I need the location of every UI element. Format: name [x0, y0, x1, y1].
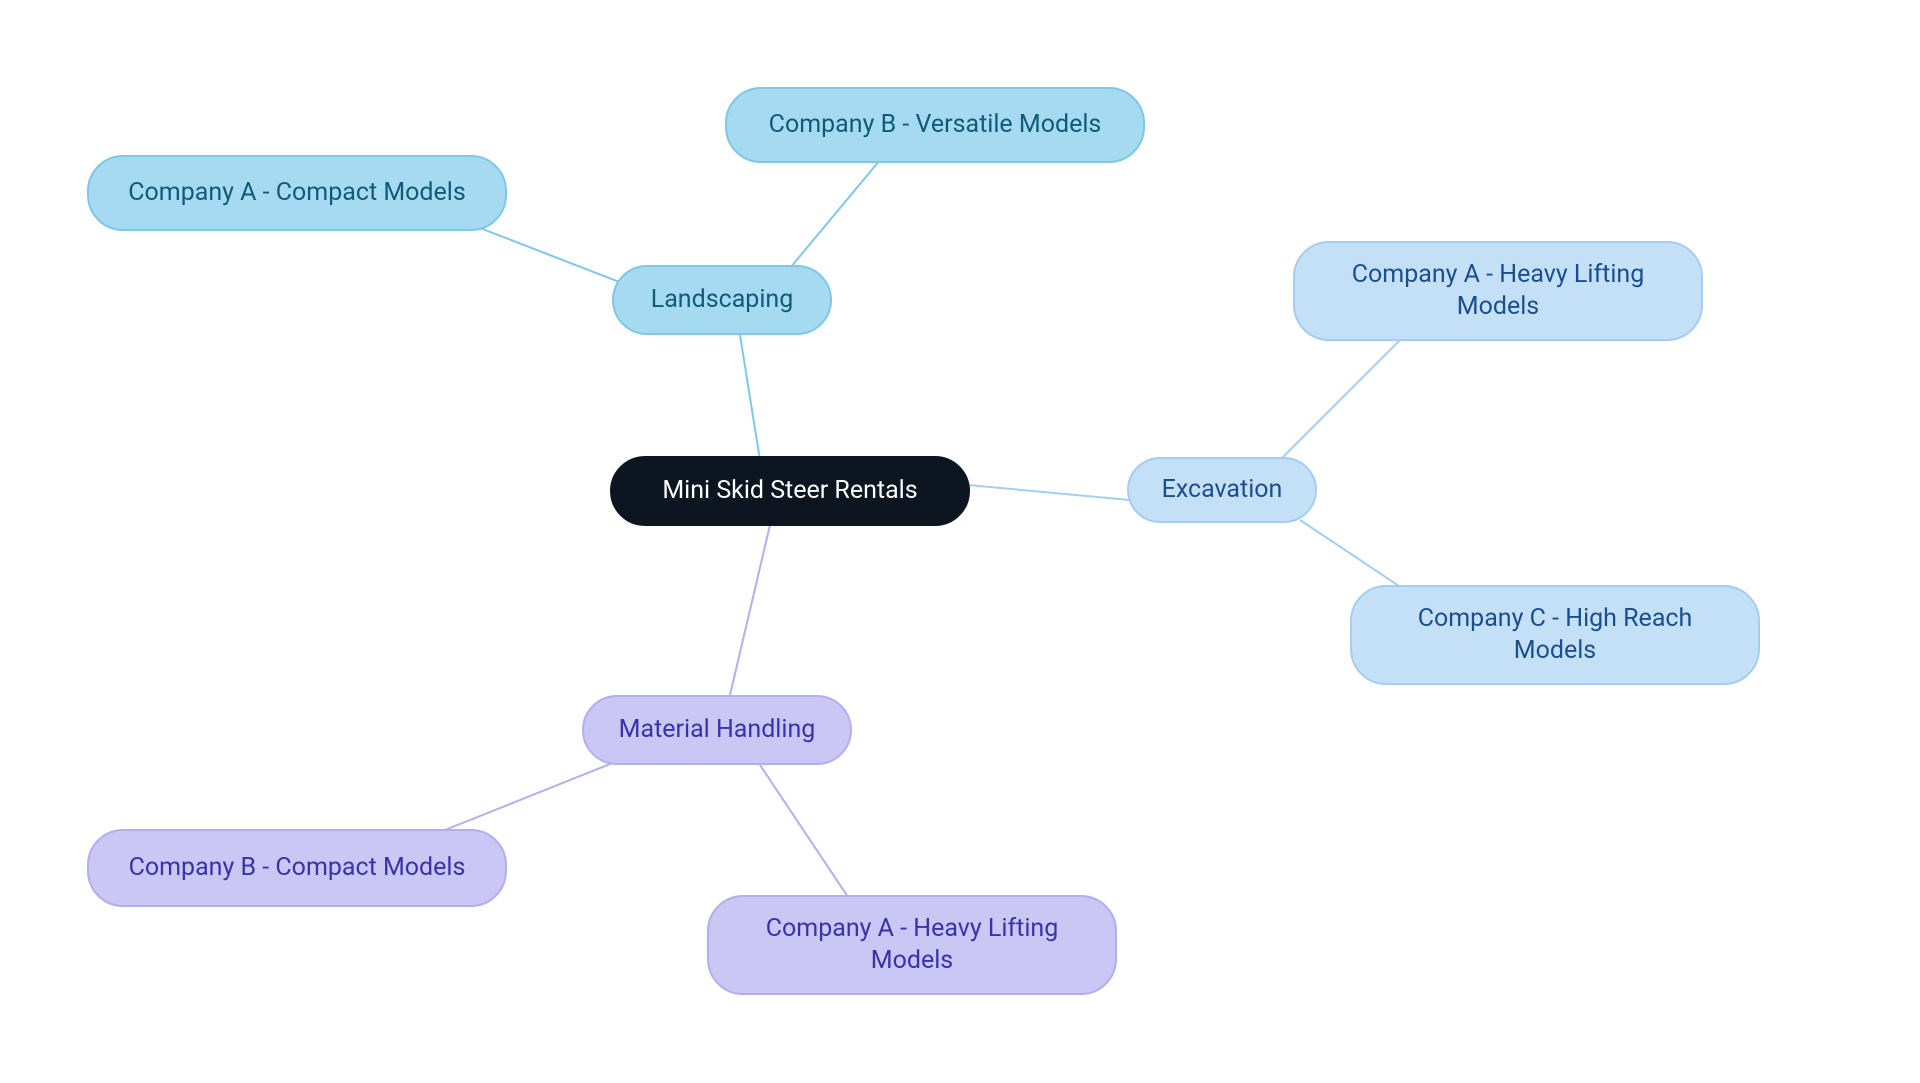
node-label: Company A - Compact Models — [128, 177, 466, 210]
node-exc-c: Company C - High Reach Models — [1350, 585, 1760, 685]
edge-landscaping-land-b — [790, 160, 880, 268]
node-landscaping: Landscaping — [612, 265, 832, 335]
node-mat-b: Company B - Compact Models — [87, 829, 507, 907]
node-label: Company B - Compact Models — [129, 852, 466, 885]
edge-excavation-exc-a — [1280, 340, 1400, 460]
node-label: Company B - Versatile Models — [769, 109, 1102, 142]
node-label: Material Handling — [619, 714, 816, 747]
node-excavation: Excavation — [1127, 457, 1317, 523]
edge-root-landscaping — [740, 335, 760, 460]
edge-material-mat-b — [440, 760, 620, 832]
node-root: Mini Skid Steer Rentals — [610, 456, 970, 526]
node-label: Mini Skid Steer Rentals — [662, 475, 917, 508]
edge-material-mat-a — [760, 765, 850, 900]
node-label: Landscaping — [651, 284, 794, 317]
node-label: Company A - Heavy Lifting Models — [1323, 259, 1673, 324]
node-mat-a: Company A - Heavy Lifting Models — [707, 895, 1117, 995]
mindmap-canvas: Mini Skid Steer Rentals Landscaping Excava… — [0, 0, 1920, 1083]
node-land-b: Company B - Versatile Models — [725, 87, 1145, 163]
node-label: Company A - Heavy Lifting Models — [737, 913, 1087, 978]
edge-root-material — [730, 525, 770, 695]
node-land-a: Company A - Compact Models — [87, 155, 507, 231]
node-material: Material Handling — [582, 695, 852, 765]
edge-root-excavation — [968, 485, 1130, 500]
edge-landscaping-land-a — [480, 228, 640, 290]
node-label: Excavation — [1162, 474, 1283, 507]
node-exc-a: Company A - Heavy Lifting Models — [1293, 241, 1703, 341]
node-label: Company C - High Reach Models — [1380, 603, 1730, 668]
